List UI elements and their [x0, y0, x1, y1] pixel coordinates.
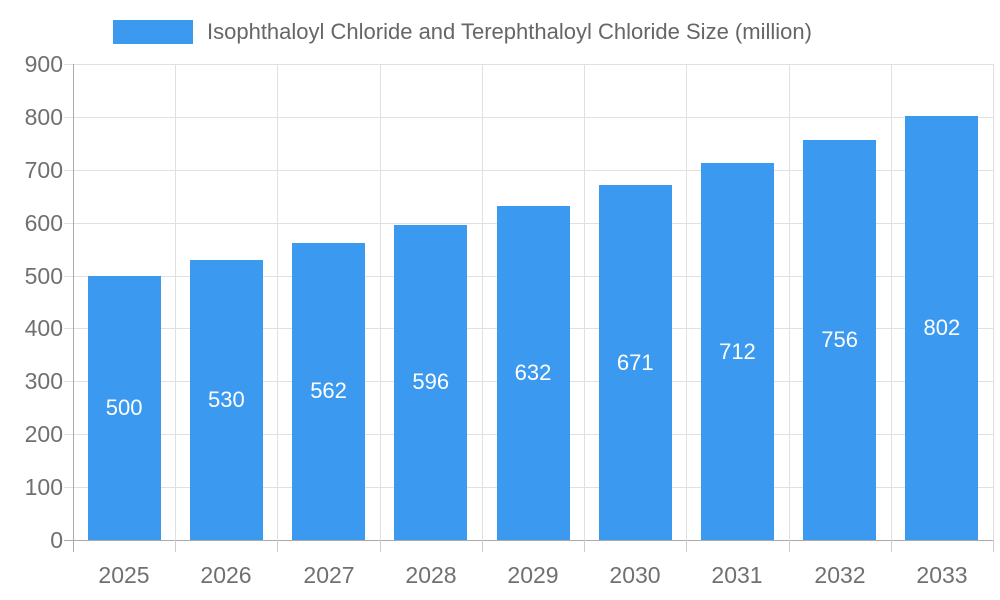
x-gridline	[993, 64, 994, 540]
x-axis-tick-label: 2032	[814, 562, 866, 588]
bar-value-label: 596	[412, 369, 450, 395]
y-axis-tick-label: 200	[24, 421, 63, 447]
x-gridline	[789, 64, 790, 540]
bar	[599, 185, 672, 540]
y-gridline	[64, 117, 993, 118]
y-axis-tick-label: 100	[24, 474, 63, 500]
bar-value-label: 632	[514, 359, 552, 385]
bar	[190, 260, 263, 540]
bar	[88, 276, 161, 540]
x-gridline	[584, 64, 585, 540]
legend-swatch	[113, 20, 193, 44]
bar-value-label: 500	[105, 394, 143, 420]
x-axis-tick-label: 2027	[303, 562, 355, 588]
x-axis-tick-label: 2029	[507, 562, 559, 588]
y-axis-tick-label: 500	[24, 263, 63, 289]
bar-value-label: 671	[616, 349, 654, 375]
legend-item[interactable]: Isophthaloyl Chloride and Terephthaloyl …	[113, 20, 812, 44]
x-axis-tick	[277, 540, 278, 552]
x-axis-line	[64, 540, 993, 541]
x-gridline	[277, 64, 278, 540]
y-axis-tick-label: 900	[24, 51, 63, 77]
bar-value-label: 712	[719, 338, 756, 364]
x-axis-tick-label: 2026	[200, 562, 252, 588]
x-gridline	[175, 64, 176, 540]
bar-value-label: 756	[821, 327, 859, 353]
bar	[701, 163, 774, 540]
x-axis-tick	[482, 540, 483, 552]
y-axis-tick-label: 0	[50, 527, 63, 553]
x-axis-tick	[789, 540, 790, 552]
bar-value-label: 530	[207, 386, 245, 412]
x-axis-tick	[175, 540, 176, 552]
bar	[394, 225, 467, 540]
y-axis-tick-label: 800	[24, 104, 63, 130]
y-axis-tick-label: 300	[24, 368, 63, 394]
bar-value-label: 562	[310, 378, 347, 404]
bar	[905, 116, 978, 540]
x-axis-tick	[584, 540, 585, 552]
x-axis-tick-label: 2028	[405, 562, 457, 588]
y-gridline	[64, 170, 993, 171]
legend-label: Isophthaloyl Chloride and Terephthaloyl …	[207, 19, 812, 44]
x-axis-tick	[993, 540, 994, 552]
y-axis-tick-label: 400	[24, 315, 63, 341]
x-gridline	[482, 64, 483, 540]
y-axis-tick-label: 600	[24, 210, 63, 236]
x-axis-tick	[380, 540, 381, 552]
bar	[292, 243, 365, 540]
x-axis-tick	[686, 540, 687, 552]
x-gridline	[380, 64, 381, 540]
x-axis-tick-label: 2031	[711, 562, 763, 588]
x-axis-tick-label: 2030	[609, 562, 661, 588]
y-gridline	[64, 64, 993, 65]
x-gridline	[686, 64, 687, 540]
x-axis-tick-label: 2025	[98, 562, 150, 588]
bar	[803, 140, 876, 540]
y-axis-tick-label: 700	[24, 157, 63, 183]
x-axis-tick-label: 2033	[916, 562, 968, 588]
bar-value-label: 802	[923, 314, 961, 340]
x-gridline	[891, 64, 892, 540]
bar	[497, 206, 570, 540]
y-axis-line	[73, 64, 74, 552]
x-axis-tick	[891, 540, 892, 552]
